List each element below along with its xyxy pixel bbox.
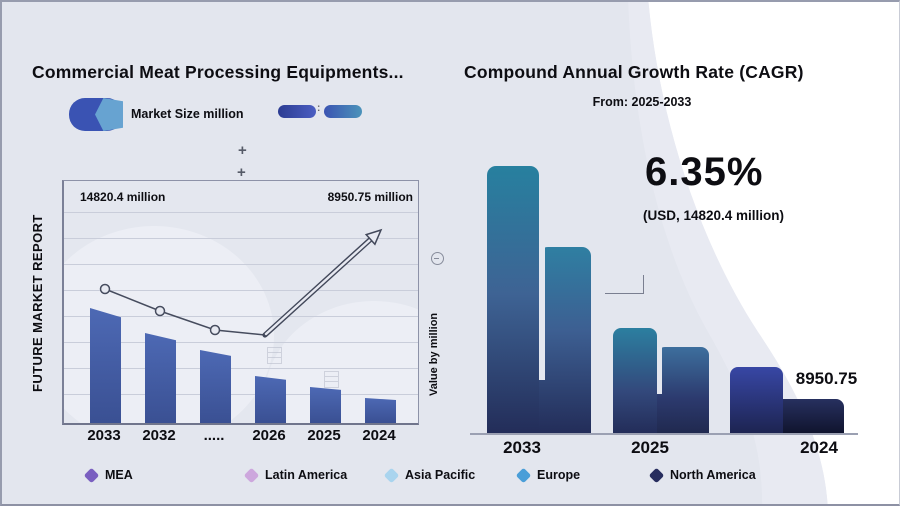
legend-item-asia-pacific: Asia Pacific: [383, 466, 476, 484]
x-label-2024: 2024: [362, 427, 396, 444]
plus-mark-icon: +: [238, 142, 247, 159]
legend-pill-teal-icon: [324, 105, 362, 118]
legend-label: MEA: [105, 468, 133, 482]
mea-diamond-icon: [83, 467, 100, 483]
x-label-2026: 2026: [252, 427, 286, 444]
legend-pill-separator: :: [317, 103, 321, 114]
cagr-title: Compound Annual Growth Rate (CAGR): [464, 62, 804, 82]
latin-america-diamond-icon: [243, 467, 260, 483]
market-size-legend-label: Market Size million: [131, 107, 244, 121]
gridline: [64, 342, 418, 343]
legend-label: Europe: [537, 468, 581, 482]
arrow-head-icon: [364, 228, 383, 246]
plus-mark-icon: +: [237, 164, 246, 181]
x-label-dots: .....: [203, 427, 225, 444]
legend-item-latin-america: Latin America: [243, 466, 348, 484]
cagr-bar-2025-secondary: [657, 347, 709, 433]
north-america-diamond-icon: [648, 467, 665, 483]
cagr-bar-2024-secondary: [783, 399, 844, 433]
bar-value-8950: 8950.75: [795, 369, 858, 388]
europe-diamond-icon: [515, 467, 532, 483]
legend-label: Asia Pacific: [405, 468, 476, 482]
bar-2026: [255, 376, 286, 423]
gridline: [64, 212, 418, 213]
cagr-x-label-2025: 2025: [631, 438, 669, 457]
bar-dots: [200, 350, 231, 423]
gridline: [64, 316, 418, 317]
x-label-2033: 2033: [87, 427, 121, 444]
cagr-bar-2033-primary: [487, 166, 539, 433]
x-label-2032: 2032: [142, 427, 176, 444]
line-marker: [154, 305, 166, 317]
step-bracket-line: [605, 275, 644, 294]
gridline: [64, 290, 418, 291]
cagr-value: 6.35%: [645, 150, 764, 194]
left-chart-title: Commercial Meat Processing Equipments...: [32, 62, 404, 82]
cylinder-icon: [69, 98, 123, 131]
gridline: [64, 238, 418, 239]
bar-2032: [145, 333, 176, 423]
cagr-detail: (USD, 14820.4 million): [643, 208, 785, 223]
start-value-label: 14820.4 million: [80, 190, 166, 204]
baseline: [470, 433, 858, 435]
legend-pill-dark-icon: [278, 105, 316, 118]
table-watermark-icon: [324, 371, 339, 388]
legend-label: Latin America: [265, 468, 348, 482]
cagr-x-label-2024: 2024: [800, 438, 838, 457]
cagr-subtitle: From: 2025-2033: [592, 95, 692, 109]
gridline: [64, 368, 418, 369]
line-marker: [99, 283, 111, 295]
legend-item-north-america: North America: [648, 466, 756, 484]
legend-label: North America: [670, 468, 756, 482]
bar-2024: [365, 398, 396, 423]
value-by-million-axis-label: Value by million: [428, 312, 440, 396]
bar-gap: [539, 247, 545, 380]
bar-gap: [657, 347, 662, 394]
bar-2033: [90, 308, 121, 423]
table-watermark-icon: [267, 347, 282, 364]
x-label-2025: 2025: [307, 427, 341, 444]
legend-item-mea: MEA: [83, 466, 133, 484]
gridline: [64, 394, 418, 395]
cagr-bar-2033-secondary: [539, 247, 591, 433]
bar-2025: [310, 387, 341, 423]
market-size-chart: 14820.4 million 8950.75 million: [62, 180, 419, 425]
gridline: [64, 264, 418, 265]
legend-item-europe: Europe: [515, 466, 581, 484]
line-marker: [209, 324, 221, 336]
future-market-report-watermark: FUTURE MARKET REPORT: [30, 214, 45, 392]
trend-line-overlay: [99, 228, 383, 338]
cagr-bar-2024-primary: [730, 367, 783, 433]
circle-minus-icon: [431, 252, 444, 265]
cagr-bar-2025-primary: [613, 328, 657, 433]
cagr-x-label-2033: 2033: [503, 438, 541, 457]
asia-pacific-diamond-icon: [383, 467, 400, 483]
end-value-label: 8950.75 million: [327, 190, 413, 204]
